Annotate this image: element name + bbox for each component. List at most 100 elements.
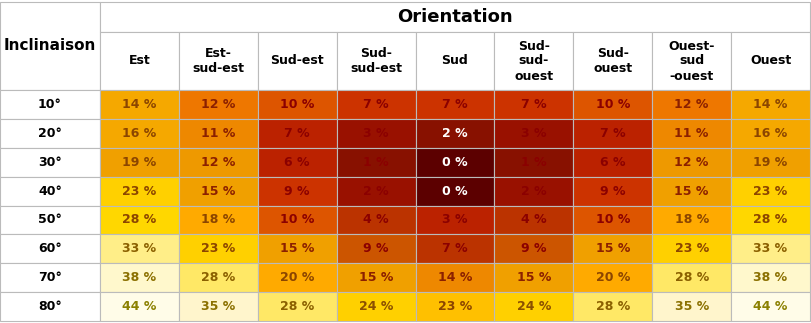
Bar <box>494 234 573 263</box>
Bar <box>730 90 809 119</box>
Bar <box>415 119 494 148</box>
Text: 7 %: 7 % <box>363 98 388 111</box>
Bar <box>494 263 573 292</box>
Text: 24 %: 24 % <box>516 300 551 313</box>
Text: Est-
sud-est: Est- sud-est <box>192 47 244 75</box>
Bar <box>337 263 415 292</box>
Text: 28 %: 28 % <box>595 300 629 313</box>
Bar <box>100 90 178 119</box>
Text: 4 %: 4 % <box>521 214 546 226</box>
Text: 44 %: 44 % <box>753 300 787 313</box>
Bar <box>651 177 730 205</box>
Text: 12 %: 12 % <box>674 156 708 169</box>
Text: 70°: 70° <box>38 271 62 284</box>
Text: 16 %: 16 % <box>122 127 157 140</box>
Text: 15 %: 15 % <box>594 242 629 255</box>
Bar <box>415 32 494 90</box>
Bar <box>573 263 651 292</box>
Bar <box>415 90 494 119</box>
Bar <box>337 234 415 263</box>
Text: 18 %: 18 % <box>201 214 235 226</box>
Bar <box>178 148 257 177</box>
Text: 33 %: 33 % <box>753 242 787 255</box>
Bar <box>0 119 100 148</box>
Text: 35 %: 35 % <box>674 300 708 313</box>
Text: 30°: 30° <box>38 156 62 169</box>
Bar <box>0 90 100 119</box>
Text: 15 %: 15 % <box>358 271 393 284</box>
Text: 10 %: 10 % <box>594 98 629 111</box>
Text: 40°: 40° <box>38 184 62 198</box>
Text: 23 %: 23 % <box>674 242 708 255</box>
Text: 14 %: 14 % <box>122 98 157 111</box>
Text: 0 %: 0 % <box>442 156 467 169</box>
Text: 9 %: 9 % <box>363 242 388 255</box>
Text: Sud-
ouest: Sud- ouest <box>593 47 632 75</box>
Text: 18 %: 18 % <box>674 214 708 226</box>
Bar <box>100 292 178 321</box>
Bar <box>494 32 573 90</box>
Bar <box>178 234 257 263</box>
Bar <box>337 148 415 177</box>
Text: 3 %: 3 % <box>442 214 467 226</box>
Bar <box>573 148 651 177</box>
Bar <box>651 119 730 148</box>
Text: 28 %: 28 % <box>122 214 157 226</box>
Bar <box>415 292 494 321</box>
Text: 23 %: 23 % <box>122 184 157 198</box>
Bar <box>257 292 337 321</box>
Bar <box>494 148 573 177</box>
Bar <box>651 263 730 292</box>
Text: 2 %: 2 % <box>363 184 388 198</box>
Bar <box>730 32 809 90</box>
Bar <box>178 177 257 205</box>
Bar <box>730 148 809 177</box>
Bar <box>573 234 651 263</box>
Bar <box>337 205 415 234</box>
Bar <box>100 32 178 90</box>
Text: 38 %: 38 % <box>122 271 157 284</box>
Bar <box>337 32 415 90</box>
Text: 20 %: 20 % <box>594 271 629 284</box>
Bar <box>337 292 415 321</box>
Bar <box>100 148 178 177</box>
Text: 23 %: 23 % <box>437 300 471 313</box>
Bar <box>730 234 809 263</box>
Text: 35 %: 35 % <box>201 300 235 313</box>
Bar <box>257 234 337 263</box>
Text: 0 %: 0 % <box>442 184 467 198</box>
Bar <box>257 148 337 177</box>
Text: 11 %: 11 % <box>201 127 235 140</box>
Text: 20°: 20° <box>38 127 62 140</box>
Bar <box>494 292 573 321</box>
Bar <box>494 119 573 148</box>
Text: 28 %: 28 % <box>280 300 314 313</box>
Text: 2 %: 2 % <box>521 184 546 198</box>
Text: 2 %: 2 % <box>442 127 467 140</box>
Text: 23 %: 23 % <box>753 184 787 198</box>
Text: Est: Est <box>128 55 150 68</box>
Bar <box>337 119 415 148</box>
Bar <box>257 177 337 205</box>
Bar <box>415 177 494 205</box>
Bar <box>730 263 809 292</box>
Bar <box>0 205 100 234</box>
Text: 10 %: 10 % <box>280 214 314 226</box>
Bar <box>573 177 651 205</box>
Text: Orientation: Orientation <box>397 8 513 26</box>
Bar <box>573 292 651 321</box>
Text: 3 %: 3 % <box>363 127 388 140</box>
Text: 7 %: 7 % <box>284 127 310 140</box>
Bar <box>415 234 494 263</box>
Bar <box>100 263 178 292</box>
Text: 9 %: 9 % <box>599 184 624 198</box>
Bar <box>257 32 337 90</box>
Bar <box>651 234 730 263</box>
Bar <box>100 205 178 234</box>
Text: 10°: 10° <box>38 98 62 111</box>
Text: Sud-
sud-
ouest: Sud- sud- ouest <box>513 39 553 82</box>
Bar <box>651 90 730 119</box>
Text: 80°: 80° <box>38 300 62 313</box>
Bar <box>0 263 100 292</box>
Text: 1 %: 1 % <box>363 156 388 169</box>
